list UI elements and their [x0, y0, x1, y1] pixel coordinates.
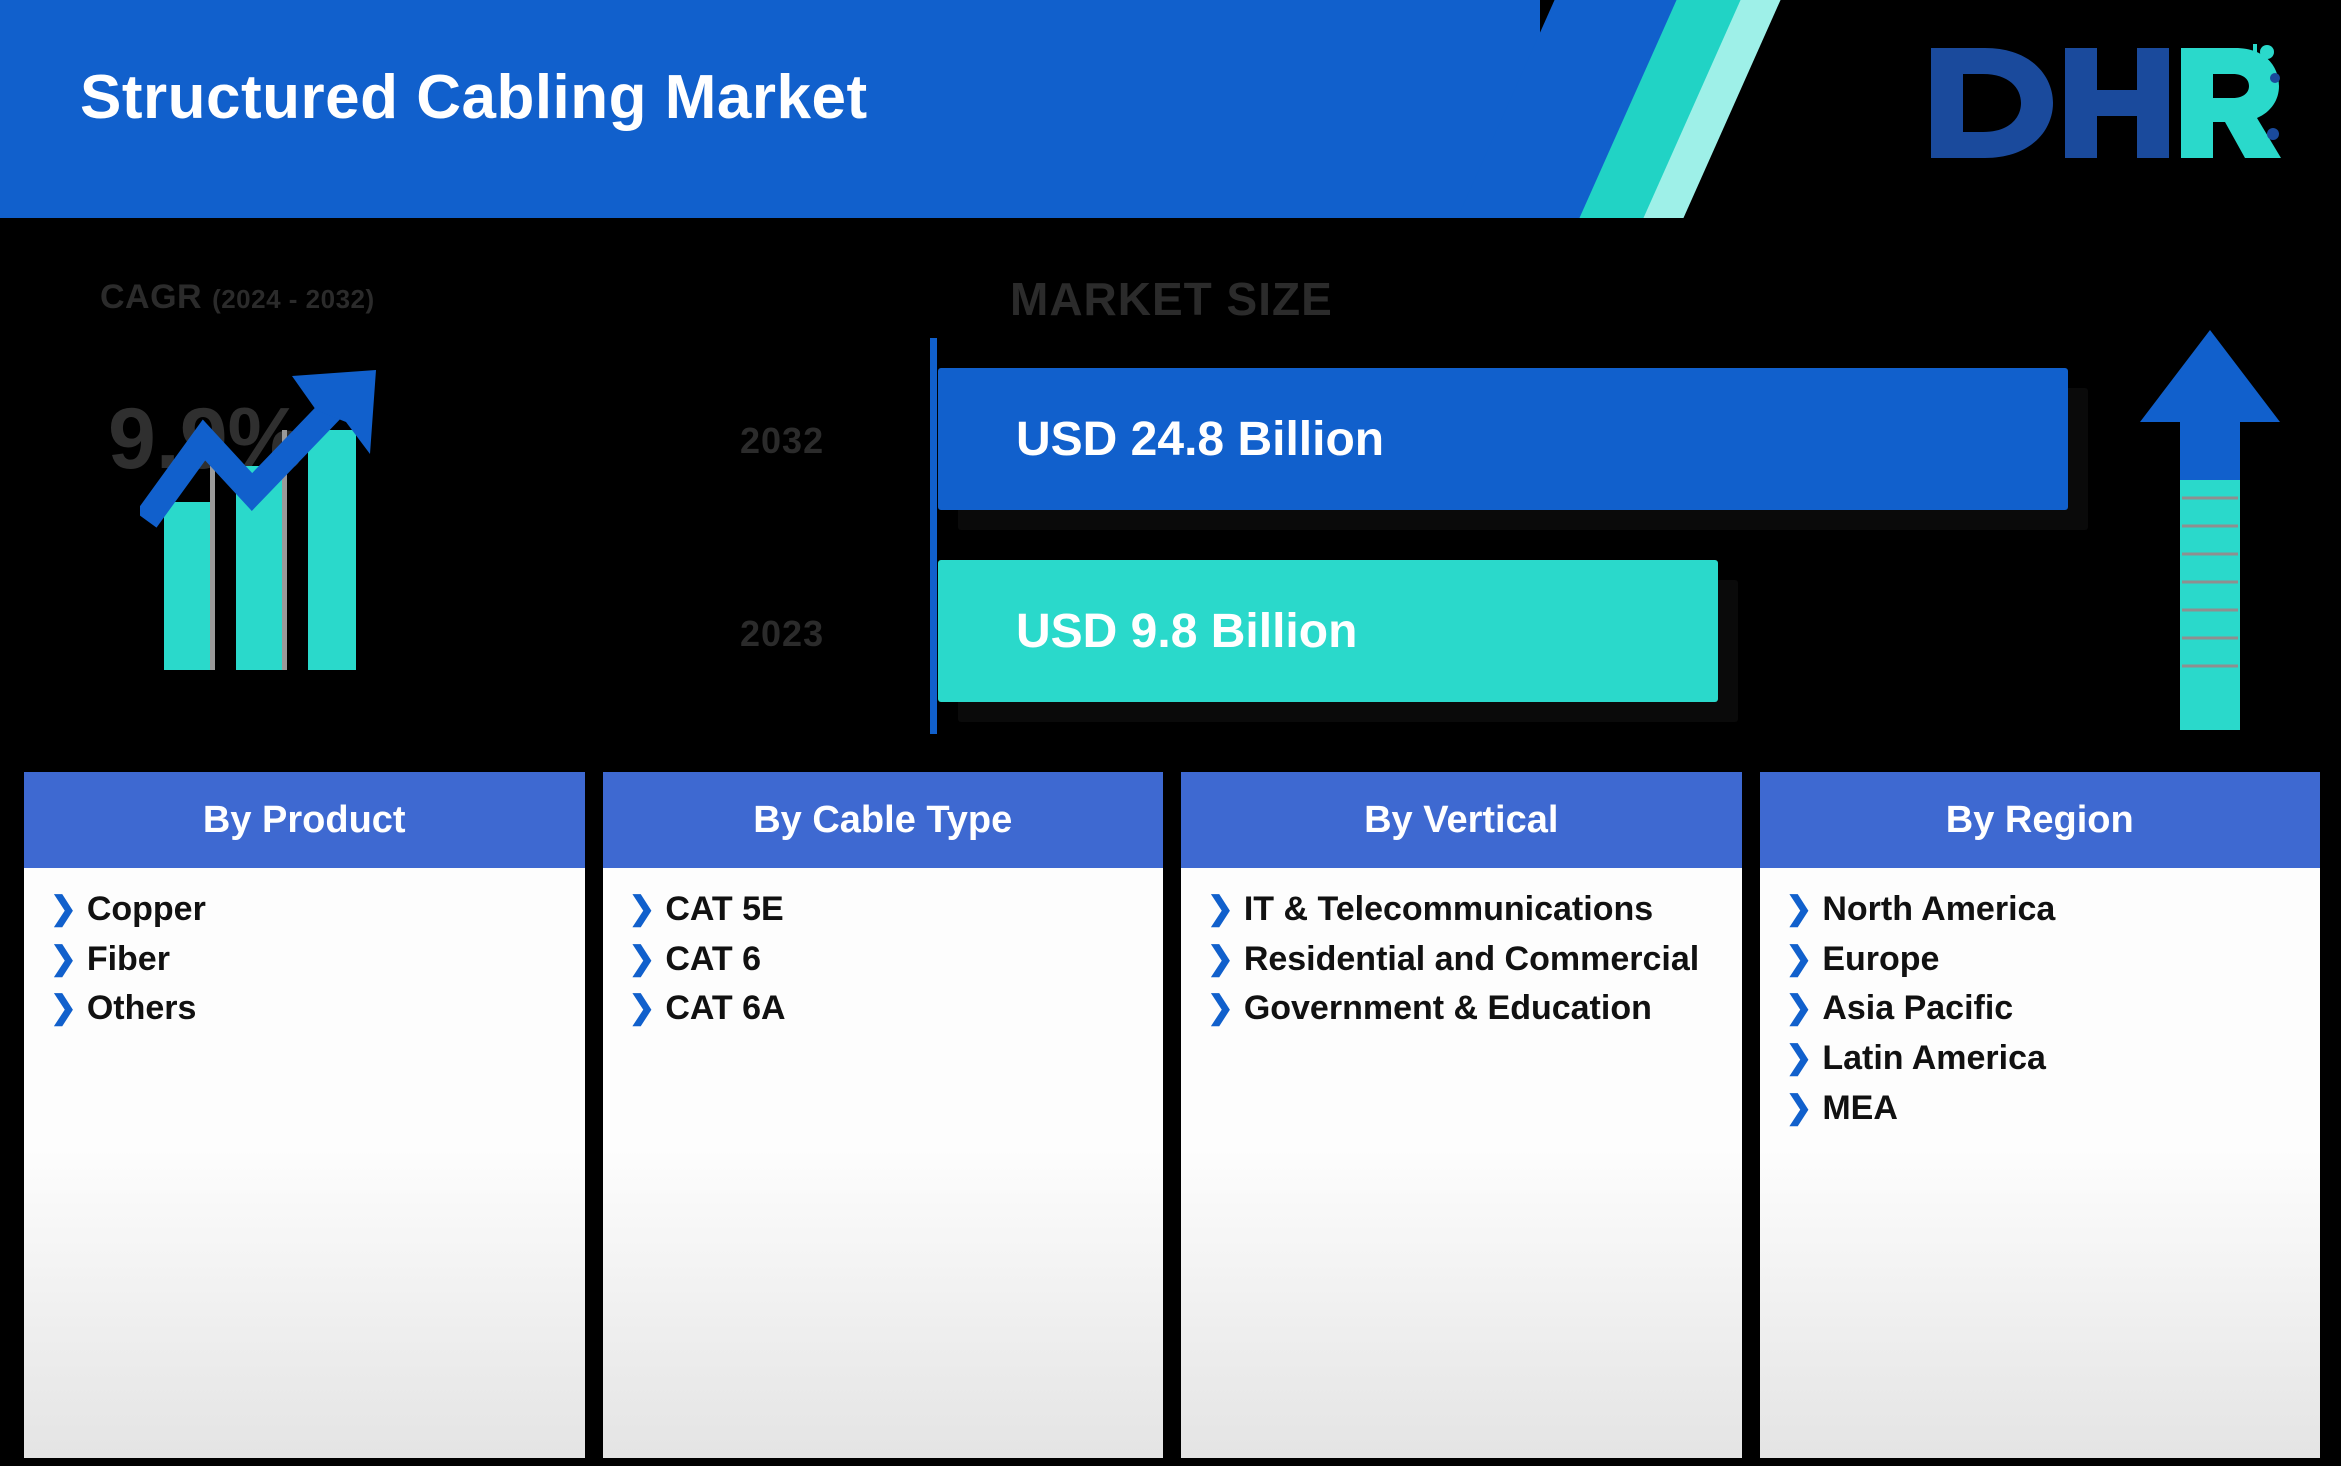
list-item[interactable]: ❯ Europe: [1785, 939, 2295, 978]
list-item[interactable]: ❯ Copper: [50, 890, 559, 928]
list-item-label: Fiber: [86, 939, 170, 978]
segment-column-product: By Product ❯ Copper ❯ Fiber ❯ Others: [22, 770, 587, 1460]
upward-arrow-icon: [2140, 330, 2280, 730]
list-item-label: Europe: [1822, 939, 1940, 978]
segment-heading-product: By Product: [24, 772, 585, 868]
cagr-growth-chart-icon: [135, 370, 540, 710]
market-size-title: MARKET SIZE: [1010, 273, 1333, 325]
chevron-right-icon: ❯: [1785, 1039, 1813, 1076]
cagr-label-text: CAGR: [100, 278, 203, 316]
list-item[interactable]: ❯ Government & Education: [1207, 991, 1716, 1027]
segment-list-region: ❯ North America ❯ Europe ❯ Asia Pacific …: [1760, 868, 2321, 1458]
chevron-right-icon: ❯: [50, 939, 77, 976]
list-item-label: MEA: [1822, 1088, 1898, 1127]
list-item[interactable]: ❯ Latin America: [1785, 1039, 2295, 1078]
list-item-label: Others: [86, 989, 197, 1028]
market-size-bar-2023: USD 9.8 Billion: [938, 560, 1718, 702]
market-size-axis: [930, 338, 937, 734]
list-item-label: Copper: [86, 890, 206, 928]
chevron-right-icon: ❯: [628, 989, 656, 1026]
list-item[interactable]: ❯ Fiber: [50, 939, 559, 978]
segment-heading-cable-type: By Cable Type: [602, 772, 1163, 868]
list-item[interactable]: ❯ CAT 6: [628, 939, 1138, 978]
chevron-right-icon: ❯: [50, 890, 77, 926]
list-item-label: Government & Education: [1243, 989, 1652, 1028]
segment-list-vertical: ❯ IT & Telecommunications ❯ Residential …: [1181, 868, 1742, 1458]
list-item[interactable]: ❯ IT & Telecommunications: [1207, 890, 1716, 928]
chevron-right-icon: ❯: [628, 939, 656, 976]
chevron-right-icon: ❯: [1785, 939, 1813, 976]
segment-list-product: ❯ Copper ❯ Fiber ❯ Others: [24, 868, 585, 1458]
chevron-right-icon: ❯: [1207, 939, 1234, 976]
list-item-label: IT & Telecommunications: [1243, 890, 1654, 928]
list-item[interactable]: ❯ CAT 6A: [629, 991, 1138, 1027]
list-item[interactable]: ❯ MEA: [1785, 1088, 2295, 1127]
segment-heading-vertical: By Vertical: [1181, 772, 1742, 868]
segment-heading-region: By Region: [1759, 772, 2320, 868]
page-title: Structured Cabling Market: [80, 63, 868, 132]
chevron-right-icon: ❯: [1785, 1088, 1813, 1125]
market-size-value-2023: USD 9.8 Billion: [1016, 604, 1358, 658]
segment-list-cable-type: ❯ CAT 5E ❯ CAT 6 ❯ CAT 6A: [603, 868, 1164, 1458]
list-item[interactable]: ❯ Residential and Commercial: [1207, 939, 1716, 978]
chevron-right-icon: ❯: [1207, 989, 1234, 1026]
list-item-label: Asia Pacific: [1822, 989, 2014, 1028]
market-size-year-2023: 2023: [740, 613, 825, 654]
list-item-label: Residential and Commercial: [1243, 939, 1700, 978]
list-item-label: Latin America: [1822, 1039, 2046, 1078]
cagr-label: CAGR (2024 - 2032): [100, 278, 375, 317]
list-item-label: CAT 6A: [665, 989, 786, 1028]
header-bar: Structured Cabling Market: [0, 0, 1540, 218]
market-size-bar-2032: USD 24.8 Billion: [938, 368, 2068, 510]
list-item[interactable]: ❯ Others: [50, 991, 559, 1027]
chevron-right-icon: ❯: [1207, 890, 1234, 926]
chevron-right-icon: ❯: [1785, 890, 1813, 926]
list-item-label: North America: [1822, 890, 2056, 928]
cagr-period: (2024 - 2032): [212, 284, 375, 314]
chevron-right-icon: ❯: [1785, 989, 1813, 1026]
dhr-logo: [1923, 38, 2283, 168]
segment-column-vertical: By Vertical ❯ IT & Telecommunications ❯ …: [1179, 770, 1744, 1460]
chevron-right-icon: ❯: [628, 890, 656, 926]
list-item-label: CAT 6: [665, 939, 762, 978]
list-item[interactable]: ❯ Asia Pacific: [1786, 991, 2295, 1027]
market-size-year-2032: 2032: [740, 420, 825, 461]
list-item[interactable]: ❯ North America: [1785, 890, 2295, 928]
list-item-label: CAT 5E: [665, 890, 784, 928]
market-size-value-2032: USD 24.8 Billion: [1016, 412, 1385, 466]
segment-columns: By Product ❯ Copper ❯ Fiber ❯ Others By …: [22, 770, 2322, 1460]
chevron-right-icon: ❯: [50, 989, 77, 1026]
segment-column-region: By Region ❯ North America ❯ Europe ❯ Asi…: [1757, 770, 2322, 1460]
list-item[interactable]: ❯ CAT 5E: [628, 890, 1138, 928]
segment-column-cable-type: By Cable Type ❯ CAT 5E ❯ CAT 6 ❯ CAT 6A: [600, 770, 1165, 1460]
